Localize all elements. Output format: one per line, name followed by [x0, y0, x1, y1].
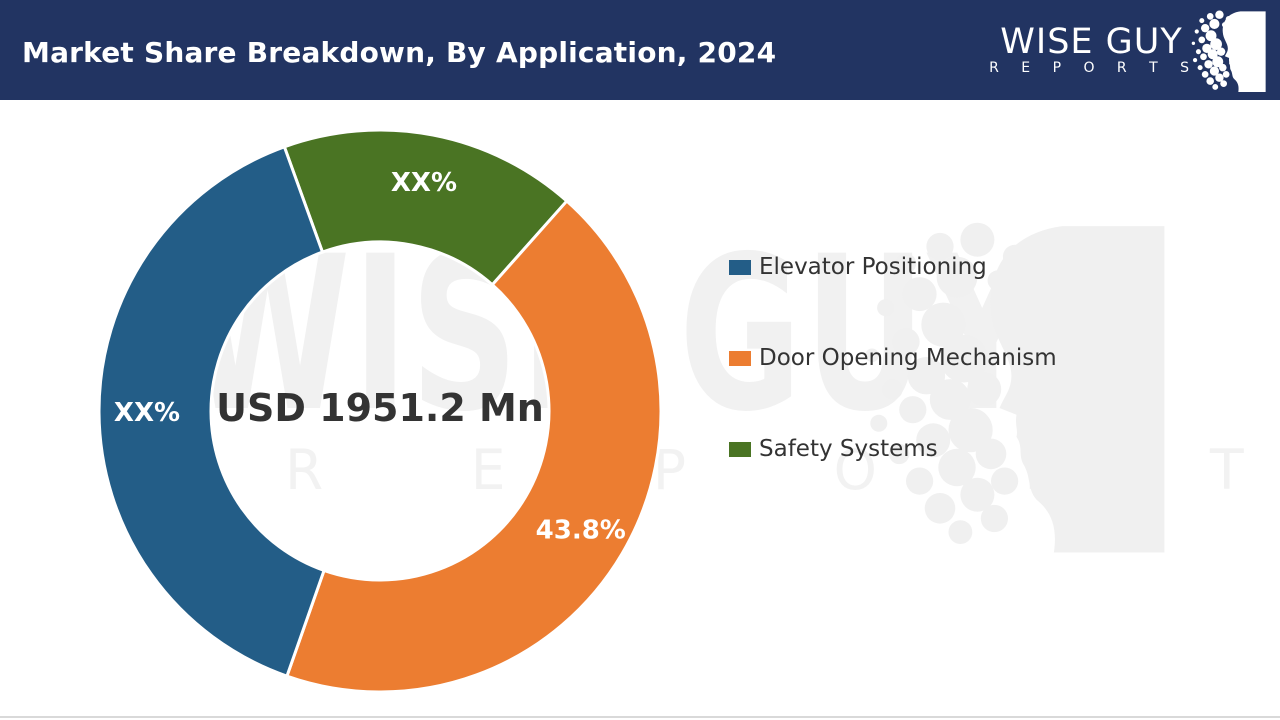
legend: Elevator Positioning Door Opening Mechan… — [729, 252, 1057, 464]
legend-label: Door Opening Mechanism — [759, 345, 1057, 371]
legend-swatch — [729, 350, 751, 366]
legend-label: Elevator Positioning — [759, 254, 987, 280]
segment-percentage-label: XX% — [114, 398, 180, 428]
legend-item: Elevator Positioning — [729, 252, 1057, 282]
logo-text: WISE GUY R E P O R T S — [985, 21, 1198, 77]
logo-wordmark: WISE GUY — [1000, 21, 1183, 62]
header-bar: Market Share Breakdown, By Application, … — [0, 0, 1280, 100]
donut-center-value: USD 1951.2 Mn — [216, 386, 544, 430]
legend-item: Safety Systems — [729, 434, 1057, 464]
segment-percentage-label: 43.8% — [536, 515, 626, 545]
donut-segment-safety-systems — [282, 128, 569, 287]
donut-segment-elevator-positioning — [97, 144, 326, 679]
segment-percentage-label: XX% — [391, 168, 457, 198]
legend-swatch — [729, 259, 751, 275]
legend-label: Safety Systems — [759, 436, 938, 462]
bottom-divider — [0, 716, 1280, 718]
donut-segment-door-opening-mechanism — [285, 198, 663, 694]
page-title: Market Share Breakdown, By Application, … — [22, 36, 777, 69]
legend-item: Door Opening Mechanism — [729, 343, 1057, 373]
legend-swatch — [729, 441, 751, 457]
logo-subtitle: R E P O R T S — [989, 60, 1198, 77]
wiseguy-logo: WISE GUY R E P O R T S — [989, 8, 1270, 92]
